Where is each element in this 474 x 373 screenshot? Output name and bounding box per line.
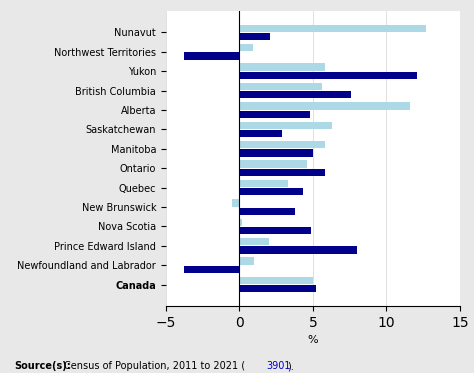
Bar [232, 199, 239, 207]
Bar [239, 33, 270, 40]
Bar [239, 25, 426, 32]
Text: ).: ). [287, 361, 293, 371]
Bar [239, 110, 310, 118]
Bar [239, 141, 325, 148]
Bar [239, 44, 253, 51]
Text: Source(s):: Source(s): [14, 361, 71, 371]
Bar [239, 227, 311, 234]
Bar [239, 180, 288, 187]
Bar [239, 149, 313, 157]
Bar [239, 207, 295, 215]
Bar [239, 130, 282, 137]
Bar [239, 63, 325, 71]
Bar [239, 188, 302, 195]
X-axis label: %: % [308, 335, 318, 345]
Bar [239, 257, 254, 265]
Bar [239, 169, 325, 176]
Bar [183, 52, 239, 60]
Bar [239, 246, 357, 254]
Bar [239, 285, 316, 292]
Bar [239, 160, 307, 168]
Bar [239, 72, 417, 79]
Bar [183, 266, 239, 273]
Text: Census of Population, 2011 to 2021 (: Census of Population, 2011 to 2021 ( [64, 361, 245, 371]
Bar [239, 277, 313, 284]
Bar [239, 238, 269, 245]
Bar [239, 122, 332, 129]
Bar [239, 102, 410, 110]
Bar [239, 219, 242, 226]
Text: 3901: 3901 [266, 361, 291, 371]
Bar [239, 91, 351, 98]
Bar [239, 83, 322, 90]
